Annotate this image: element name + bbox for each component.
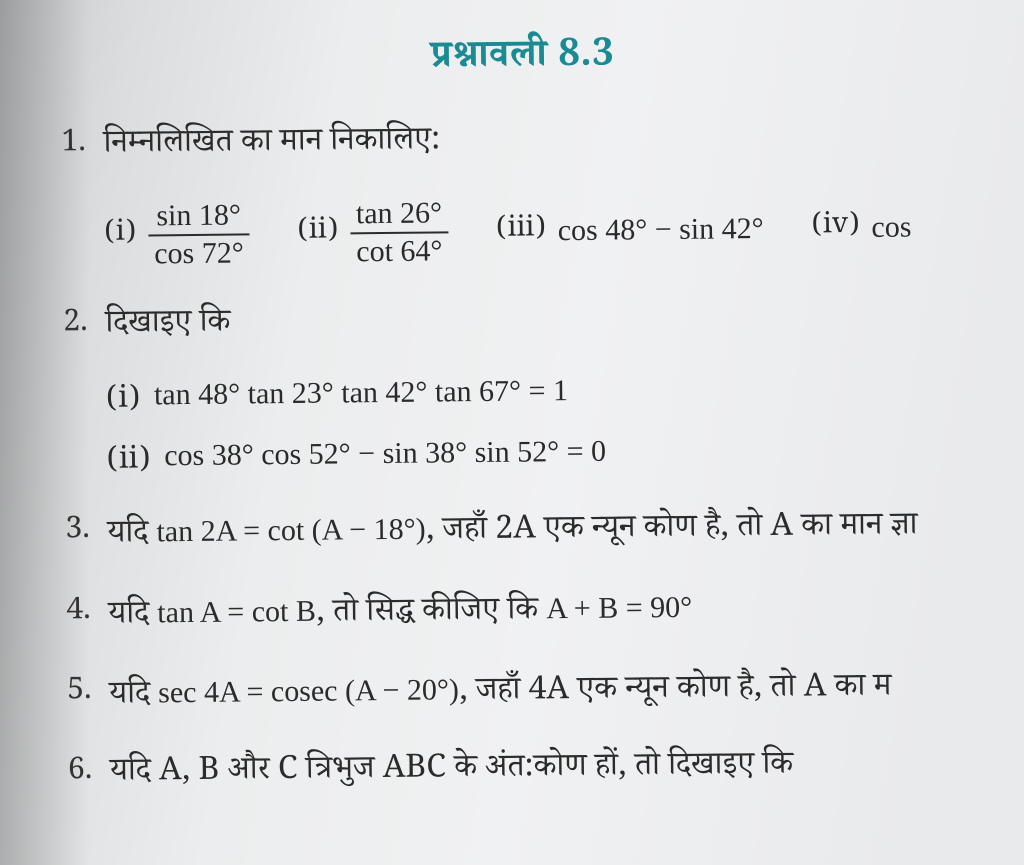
q2-part-ii: (ii) cos 38° cos 52° − sin 38° sin 52° =… xyxy=(107,431,989,487)
q5-number: 5. xyxy=(67,670,109,717)
q3-body: यदि tan 2A = cot (A − 18°), जहाँ 2A एक न… xyxy=(107,500,990,563)
q1-part-i-label: (i) xyxy=(104,213,136,257)
q2-text: दिखाइए कि xyxy=(105,293,987,353)
q4-text-mid: , तो सिद्ध कीजिए कि xyxy=(316,588,547,640)
q1-text: निम्नलिखित का मान निकालिए: xyxy=(103,113,985,173)
q4-body: यदि tan A = cot B, तो सिद्ध कीजिए कि A +… xyxy=(108,580,991,643)
q2-part-i-label: (i) xyxy=(106,379,140,426)
q1-part-i-fraction: sin 18° cos 72° xyxy=(148,198,250,272)
question-6: 6. यदि A, B और C त्रिभुज ABC के अंत:कोण … xyxy=(68,741,992,802)
question-2: 2. दिखाइए कि xyxy=(63,293,987,354)
q1-part-ii-denominator: cot 64° xyxy=(350,233,449,270)
question-1: 1. निम्नलिखित का मान निकालिए: xyxy=(61,113,985,174)
q2-part-ii-label: (ii) xyxy=(107,440,151,487)
q1-part-i-denominator: cos 72° xyxy=(148,235,250,272)
q1-parts-row: (i) sin 18° cos 72° (ii) tan 26° cot 64°… xyxy=(104,190,987,272)
q2-part-ii-expr: cos 38° cos 52° − sin 38° sin 52° = 0 xyxy=(164,435,606,487)
q5-text-after: , जहाँ 4A एक न्यून कोण है, तो A का म xyxy=(459,664,892,719)
exercise-title: प्रश्नावली 8.3 xyxy=(60,26,985,95)
q2-number: 2. xyxy=(63,302,105,349)
q4-math1: tan A = cot B xyxy=(157,594,316,629)
question-4: 4. यदि tan A = cot B, तो सिद्ध कीजिए कि … xyxy=(66,580,991,644)
q2-part-i: (i) tan 48° tan 23° tan 42° tan 67° = 1 xyxy=(106,370,988,426)
q3-text-after: , जहाँ 2A एक न्यून कोण है, तो A का मान ज… xyxy=(425,504,917,559)
q2-part-i-expr: tan 48° tan 23° tan 42° tan 67° = 1 xyxy=(154,374,568,425)
q1-part-iv: (iv) cos xyxy=(811,205,911,250)
q1-part-ii-label: (ii) xyxy=(297,211,338,255)
q1-part-ii: (ii) tan 26° cot 64° xyxy=(297,196,448,271)
q3-math: tan 2A = cot (A − 18°) xyxy=(156,513,425,549)
question-5: 5. यदि sec 4A = cosec (A − 20°), जहाँ 4A… xyxy=(67,660,992,724)
q4-text-before: यदि xyxy=(108,592,157,643)
q1-part-ii-fraction: tan 26° cot 64° xyxy=(350,196,449,270)
q1-part-iii: (iii) cos 48° − sin 42° xyxy=(496,207,764,254)
q1-part-i: (i) sin 18° cos 72° xyxy=(104,198,250,273)
q1-part-iii-label: (iii) xyxy=(496,209,546,254)
q1-part-iv-label: (iv) xyxy=(811,206,859,250)
q5-math: sec 4A = cosec (A − 20°) xyxy=(158,673,459,709)
q4-number: 4. xyxy=(66,589,108,636)
question-3: 3. यदि tan 2A = cot (A − 18°), जहाँ 2A ए… xyxy=(65,500,990,564)
q6-text: यदि A, B और C त्रिभुज ABC के अंत:कोण हों… xyxy=(110,741,992,801)
page-content: प्रश्नावली 8.3 1. निम्नलिखित का मान निका… xyxy=(0,0,1024,802)
q1-part-iv-expr: cos xyxy=(871,210,911,244)
q5-text-before: यदि xyxy=(109,672,158,723)
q3-number: 3. xyxy=(65,509,107,556)
q4-math2: A + B = 90° xyxy=(546,590,692,625)
q5-body: यदि sec 4A = cosec (A − 20°), जहाँ 4A एक… xyxy=(109,660,992,723)
q3-text-before: यदि xyxy=(107,512,156,563)
q6-number: 6. xyxy=(68,750,110,797)
q1-part-i-numerator: sin 18° xyxy=(150,198,247,235)
q1-part-iii-expr: cos 48° − sin 42° xyxy=(558,212,764,248)
q1-part-ii-numerator: tan 26° xyxy=(350,196,449,233)
q2-subparts: (i) tan 48° tan 23° tan 42° tan 67° = 1 … xyxy=(106,370,989,487)
q1-number: 1. xyxy=(61,122,103,169)
